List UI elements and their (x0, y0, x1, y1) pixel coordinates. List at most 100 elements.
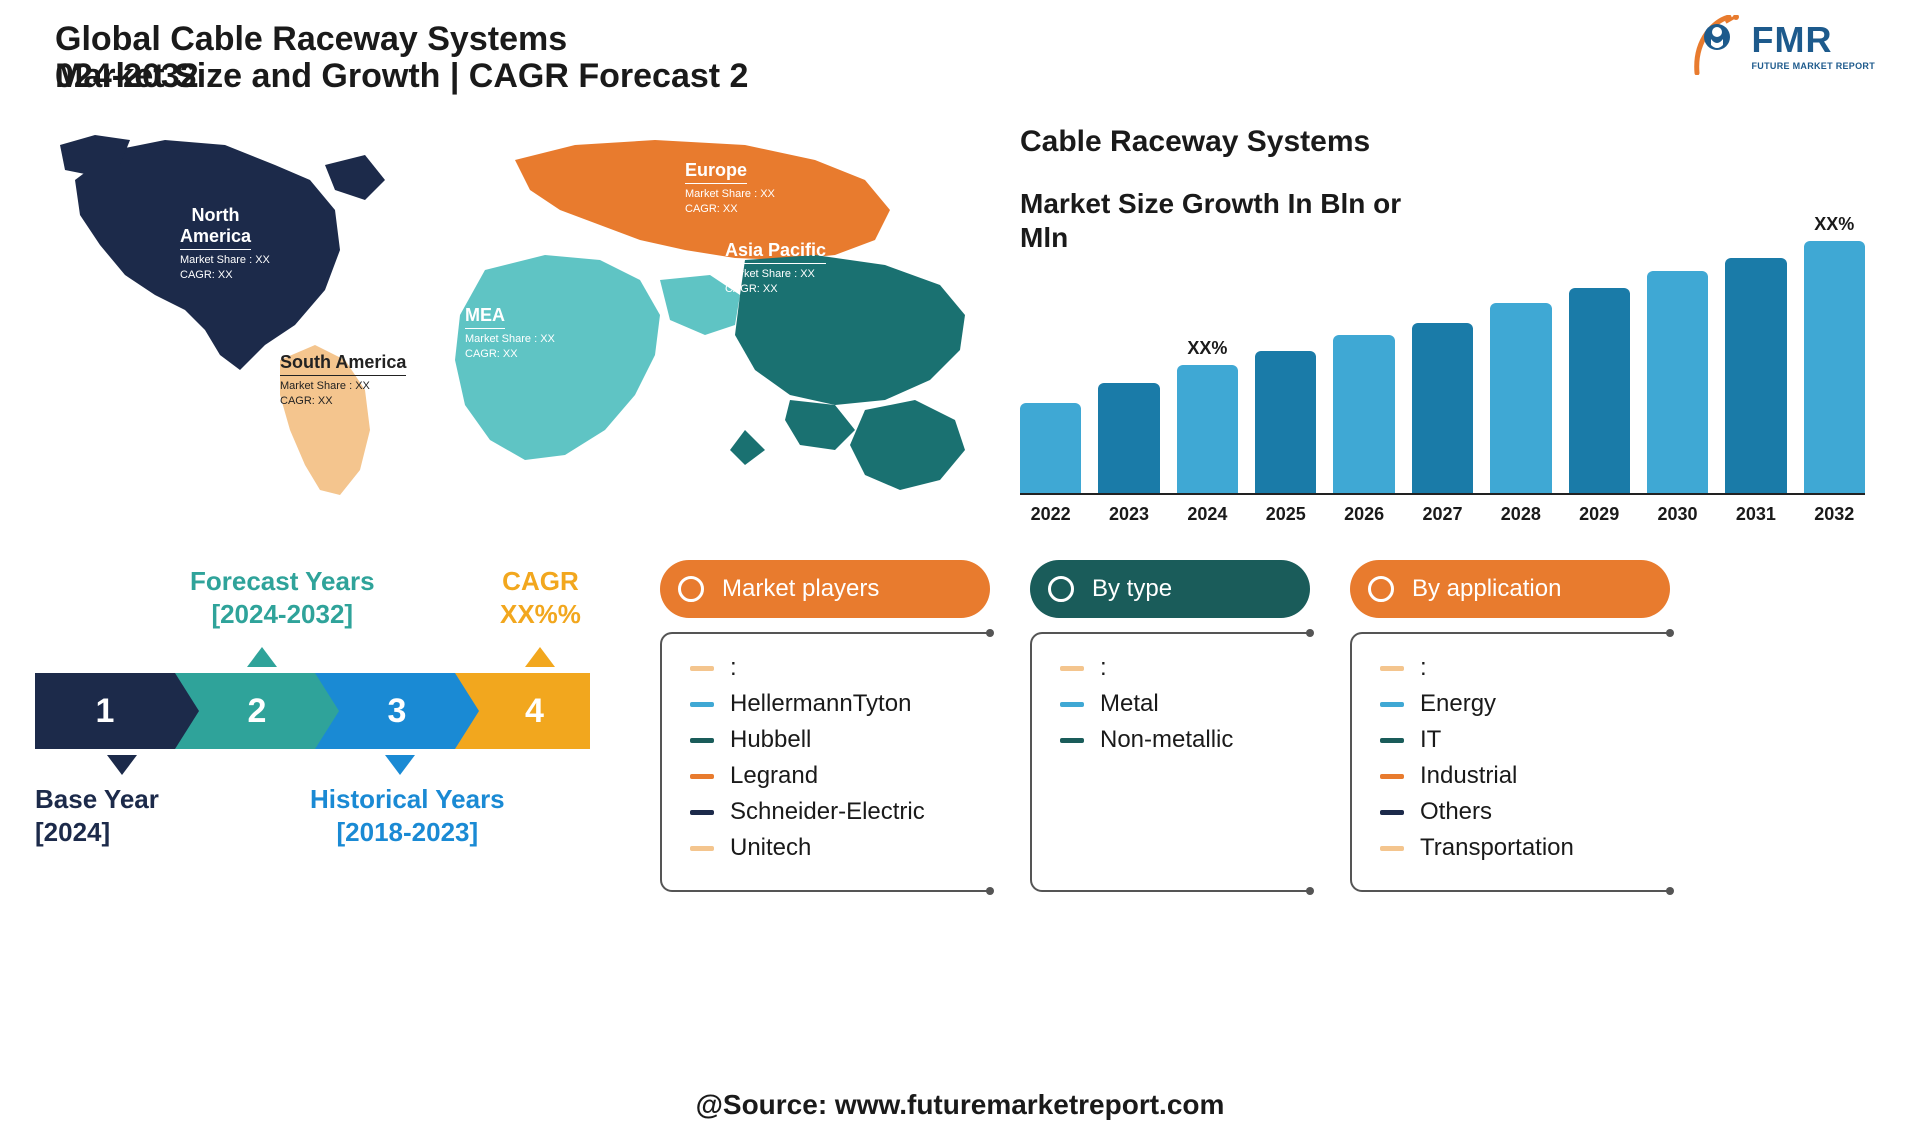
base-year-label: Base Year[2024] (35, 783, 159, 848)
bar-2032: 2032XX% (1804, 241, 1865, 493)
bar-2030: 2030 (1647, 271, 1708, 493)
timeline-step-1: 1 (35, 673, 175, 749)
base-year-arrow-icon (107, 755, 137, 775)
bar-fill (1333, 335, 1394, 493)
bar-fill (1647, 271, 1708, 493)
pill-dash-icon (1380, 666, 1404, 671)
pill-item-label: Industrial (1420, 762, 1517, 790)
pill-item: Metal (1060, 690, 1300, 718)
pill-section-1: By type: Metal Non-metallic (1030, 560, 1310, 892)
source-attribution: @Source: www.futuremarketreport.com (696, 1089, 1225, 1121)
pill-circle-icon (678, 576, 704, 602)
cagr-label: CAGRXX%% (500, 565, 581, 630)
region-north-america: North America Market Share : XXCAGR: XX (180, 205, 270, 284)
bar-year-label: 2028 (1501, 504, 1541, 525)
chart-title-1: Cable Raceway Systems (1020, 125, 1865, 159)
pill-item-label: HellermannTyton (730, 690, 911, 718)
growth-bar-chart: Cable Raceway Systems Market Size Growth… (1020, 125, 1865, 525)
bar-pct-label: XX% (1187, 338, 1227, 359)
pill-item: Legrand (690, 762, 980, 790)
pill-body: : Energy IT Industrial Others Transportation (1350, 632, 1670, 892)
pill-header: By application (1350, 560, 1670, 618)
bar-2026: 2026 (1333, 335, 1394, 493)
pill-item: : (1380, 654, 1660, 682)
pill-circle-icon (1368, 576, 1394, 602)
pill-item: Non-metallic (1060, 726, 1300, 754)
pill-item: HellermannTyton (690, 690, 980, 718)
pill-dash-icon (1380, 738, 1404, 743)
page-title: Global Cable Raceway Systems 024-2032 Ma… (55, 20, 748, 96)
historical-years-label: Historical Years[2018-2023] (310, 783, 505, 848)
title-line-1: Global Cable Raceway Systems (55, 20, 748, 59)
historical-arrow-icon (385, 755, 415, 775)
timeline-bar: 1 2 3 4 (35, 673, 590, 749)
bar-2023: 2023 (1098, 383, 1159, 493)
pill-item-label: Unitech (730, 834, 811, 862)
pill-item: Schneider-Electric (690, 798, 980, 826)
bar-fill (1098, 383, 1159, 493)
bar-pct-label: XX% (1814, 214, 1854, 235)
pill-body: :HellermannTytonHubbellLegrandSchneider-… (660, 632, 990, 892)
pill-item-label: Non-metallic (1100, 726, 1233, 754)
pill-item-label: IT (1420, 726, 1441, 754)
bar-2029: 2029 (1569, 288, 1630, 493)
bar-year-label: 2024 (1187, 504, 1227, 525)
pill-section-2: By application: Energy IT Industrial Others T… (1350, 560, 1670, 892)
pill-dash-icon (690, 738, 714, 743)
bar-fill (1725, 258, 1786, 493)
pill-dash-icon (690, 846, 714, 851)
pill-item: Unitech (690, 834, 980, 862)
bar-year-label: 2029 (1579, 504, 1619, 525)
bar-year-label: 2023 (1109, 504, 1149, 525)
region-europe: Europe Market Share : XXCAGR: XX (685, 160, 775, 218)
bar-fill (1490, 303, 1551, 493)
pill-dash-icon (1060, 666, 1084, 671)
bar-year-label: 2030 (1658, 504, 1698, 525)
bar-year-label: 2031 (1736, 504, 1776, 525)
world-map: North America Market Share : XXCAGR: XX … (45, 130, 995, 500)
pill-item-label: Hubbell (730, 726, 811, 754)
pill-dash-icon (690, 810, 714, 815)
pill-item: IT (1380, 726, 1660, 754)
pill-header: Market players (660, 560, 990, 618)
pill-dash-icon (1380, 774, 1404, 779)
bar-year-label: 2032 (1814, 504, 1854, 525)
pill-item: Transportation (1380, 834, 1660, 862)
bar-2025: 2025 (1255, 351, 1316, 493)
pill-dash-icon (690, 774, 714, 779)
bars-container: 202220232024XX%2025202620272028202920302… (1020, 235, 1865, 495)
pill-item-label: Legrand (730, 762, 818, 790)
bar-2031: 2031 (1725, 258, 1786, 493)
cagr-arrow-icon (525, 647, 555, 667)
bar-fill (1177, 365, 1238, 493)
pill-section-0: Market players:HellermannTytonHubbellLeg… (660, 560, 990, 892)
logo-tagline: FUTURE MARKET REPORT (1752, 61, 1876, 71)
bar-2027: 2027 (1412, 323, 1473, 493)
bar-year-label: 2022 (1031, 504, 1071, 525)
pill-item: : (1060, 654, 1300, 682)
region-south-america: South America Market Share : XXCAGR: XX (280, 352, 406, 410)
pill-title: Market players (722, 575, 879, 603)
pill-dash-icon (1060, 738, 1084, 743)
pill-item-label: Schneider-Electric (730, 798, 925, 826)
pill-item: Hubbell (690, 726, 980, 754)
bar-year-label: 2025 (1266, 504, 1306, 525)
pill-item: Energy (1380, 690, 1660, 718)
bar-fill (1804, 241, 1865, 493)
pill-title: By application (1412, 575, 1561, 603)
pill-item-label: Energy (1420, 690, 1496, 718)
logo-icon (1687, 15, 1742, 75)
pill-dash-icon (1380, 702, 1404, 707)
bar-year-label: 2027 (1422, 504, 1462, 525)
pill-dash-icon (1060, 702, 1084, 707)
pill-dash-icon (690, 666, 714, 671)
pill-item-label: Others (1420, 798, 1492, 826)
title-line-2: 024-2032 Market Size and Growth | CAGR F… (55, 57, 748, 96)
pill-title: By type (1092, 575, 1172, 603)
pill-body: : Metal Non-metallic (1030, 632, 1310, 892)
pill-item-label: Metal (1100, 690, 1159, 718)
pill-circle-icon (1048, 576, 1074, 602)
bar-2028: 2028 (1490, 303, 1551, 493)
bar-fill (1020, 403, 1081, 493)
bar-2022: 2022 (1020, 403, 1081, 493)
